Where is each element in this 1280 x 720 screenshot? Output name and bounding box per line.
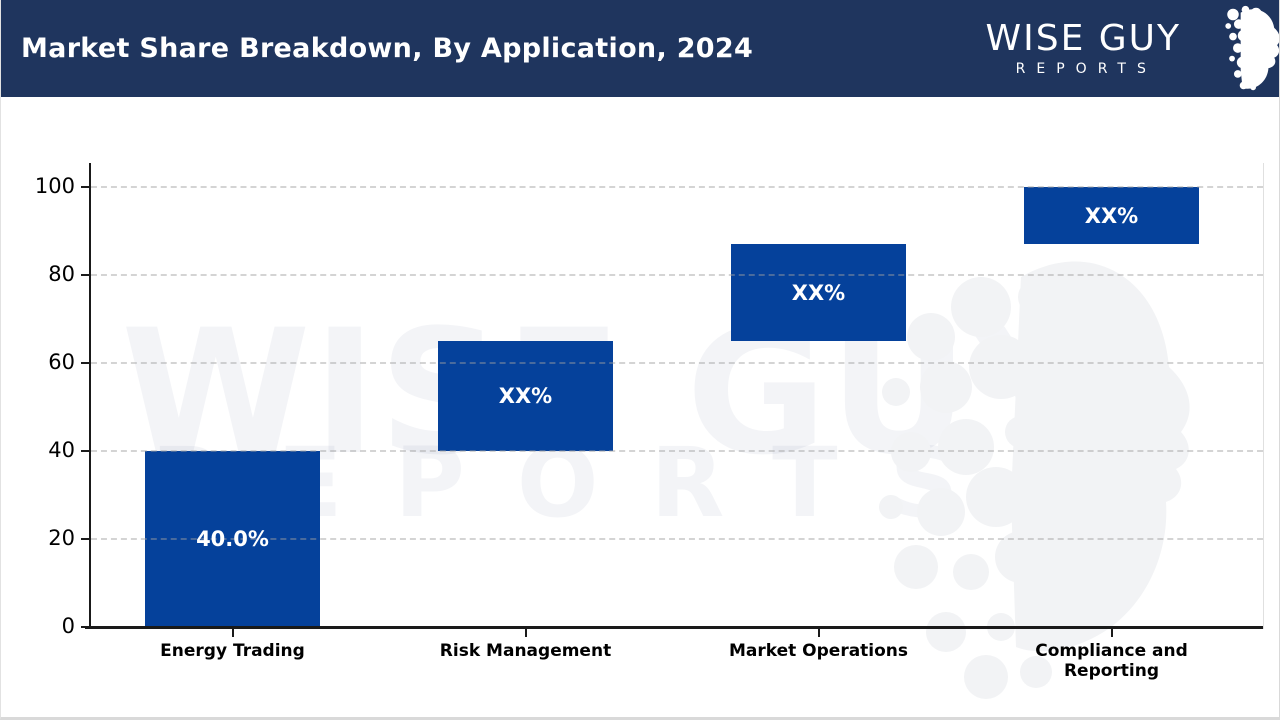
header: Market Share Breakdown, By Application, … — [1, 0, 1279, 97]
y-tick-40 — [81, 450, 89, 452]
x-category-label-risk-management: Risk Management — [439, 641, 612, 661]
x-tick-risk-management — [524, 628, 527, 637]
x-tick-market-operations — [817, 628, 820, 637]
y-tick-80 — [81, 274, 89, 276]
y-tick-20 — [81, 538, 89, 540]
x-tick-compliance-and-reporting — [1110, 628, 1113, 637]
y-tick-label-40: 40 — [48, 438, 75, 462]
plot-right-border — [1263, 163, 1264, 629]
y-tick-100 — [81, 186, 89, 188]
bar-value-label-market-operations: XX% — [791, 280, 846, 305]
gridline-60 — [91, 362, 1263, 364]
y-tick-label-60: 60 — [48, 350, 75, 374]
page-title: Market Share Breakdown, By Application, … — [21, 33, 754, 64]
gridline-80 — [91, 274, 1263, 276]
y-tick-label-20: 20 — [48, 526, 75, 550]
y-tick-label-80: 80 — [48, 262, 75, 286]
wise-guy-logo: WISE GUY REPORTS — [985, 0, 1279, 97]
watermark-head-icon — [879, 261, 1190, 699]
chart-area: WISE GUY REPORTS 0 20 40 60 80 100 40.0% Energy… — [1, 97, 1279, 717]
x-tick-energy-trading — [231, 628, 234, 637]
logo-text: WISE GUY REPORTS — [985, 17, 1182, 77]
gridline-100 — [91, 186, 1263, 188]
y-tick-label-100: 100 — [34, 174, 75, 198]
bar-risk-management — [437, 341, 614, 451]
bar-market-operations — [730, 244, 907, 341]
x-axis-spine — [85, 626, 1263, 629]
y-tick-60 — [81, 362, 89, 364]
y-tick-label-0: 0 — [61, 614, 75, 638]
bar-value-label-compliance-and-reporting: XX% — [1084, 203, 1139, 228]
gridline-20 — [91, 538, 1263, 540]
x-category-label-energy-trading: Energy Trading — [160, 641, 305, 661]
logo-wordmark: WISE GUY — [985, 17, 1181, 59]
bar-value-label-energy-trading: 40.0% — [196, 527, 269, 551]
logo-head-icon — [1225, 5, 1279, 90]
bar-energy-trading — [144, 451, 321, 627]
bar-compliance-and-reporting — [1023, 187, 1200, 245]
y-axis-spine — [89, 163, 91, 629]
logo-subtext: REPORTS — [1015, 60, 1157, 77]
bar-value-label-risk-management: XX% — [498, 384, 553, 408]
x-category-label-market-operations: Market Operations — [728, 641, 909, 661]
x-category-label-compliance-and-reporting: Compliance and Reporting — [1035, 641, 1188, 682]
gridline-40 — [91, 450, 1263, 452]
